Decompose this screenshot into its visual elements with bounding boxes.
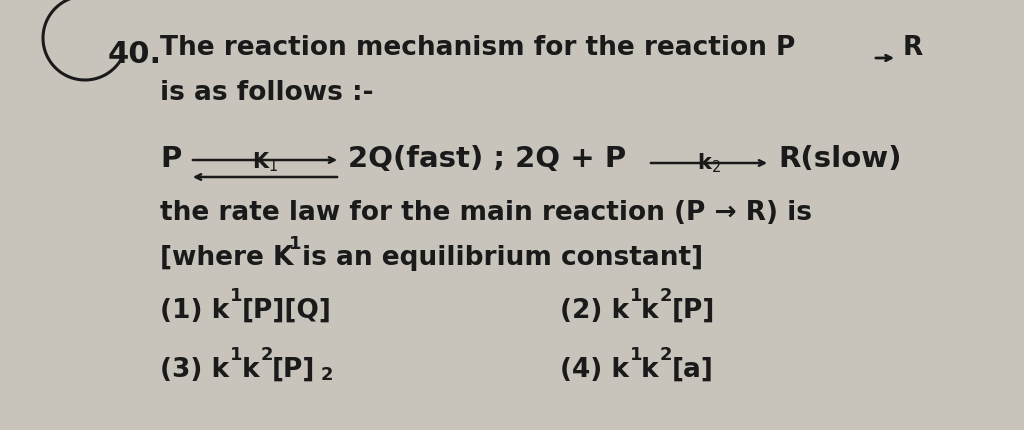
Text: 1: 1: [230, 346, 243, 364]
Text: 2: 2: [261, 346, 273, 364]
Text: (4) k: (4) k: [560, 357, 629, 383]
Text: the rate law for the main reaction (P → R) is: the rate law for the main reaction (P → …: [160, 200, 812, 226]
Text: 2Q(fast) ; 2Q + P: 2Q(fast) ; 2Q + P: [348, 145, 627, 173]
Text: 1: 1: [230, 287, 243, 305]
Text: is as follows :-: is as follows :-: [160, 80, 374, 106]
Text: R(slow): R(slow): [778, 145, 901, 173]
Text: 2: 2: [660, 287, 673, 305]
Text: (2) k: (2) k: [560, 298, 629, 324]
Text: K$_1$: K$_1$: [252, 150, 279, 174]
Text: 2: 2: [660, 346, 673, 364]
Text: [a]: [a]: [672, 357, 714, 383]
Text: 1: 1: [630, 287, 642, 305]
Text: (1) k: (1) k: [160, 298, 229, 324]
Text: [P][Q]: [P][Q]: [242, 298, 332, 324]
Text: [where K: [where K: [160, 245, 293, 271]
Text: 1: 1: [630, 346, 642, 364]
Text: k: k: [641, 357, 658, 383]
Text: k$_2$: k$_2$: [697, 151, 721, 175]
Text: P: P: [160, 145, 181, 173]
Text: R: R: [903, 35, 924, 61]
Text: (3) k: (3) k: [160, 357, 229, 383]
Text: [P]: [P]: [672, 298, 716, 324]
Text: 2: 2: [321, 366, 334, 384]
Text: k: k: [641, 298, 658, 324]
Text: [P]: [P]: [272, 357, 315, 383]
Text: 40.: 40.: [108, 40, 162, 69]
Text: The reaction mechanism for the reaction P: The reaction mechanism for the reaction …: [160, 35, 796, 61]
Text: is an equilibrium constant]: is an equilibrium constant]: [302, 245, 703, 271]
Text: 1: 1: [289, 235, 301, 253]
Text: k: k: [242, 357, 260, 383]
